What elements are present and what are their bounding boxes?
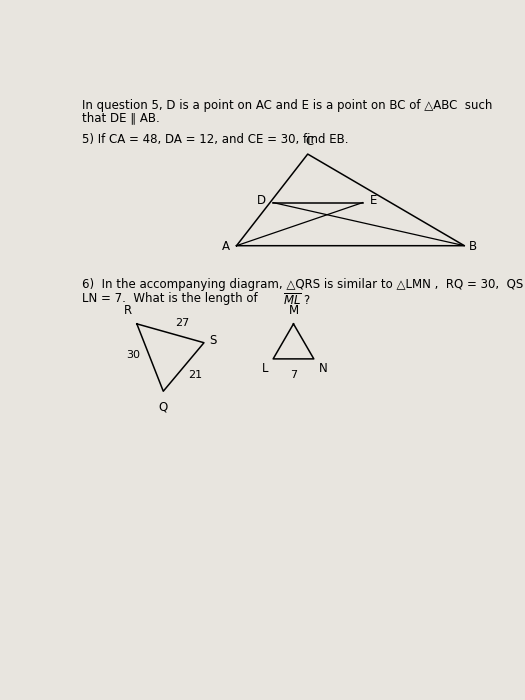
Text: 30: 30	[126, 350, 140, 360]
Text: M: M	[288, 304, 299, 317]
Text: that DE ∥ AB.: that DE ∥ AB.	[82, 111, 160, 124]
Text: N: N	[319, 362, 328, 375]
Text: C: C	[306, 134, 314, 148]
Text: B: B	[468, 240, 477, 253]
Text: R: R	[124, 304, 132, 317]
Text: 5) If CA = 48, DA = 12, and CE = 30, find EB.: 5) If CA = 48, DA = 12, and CE = 30, fin…	[82, 132, 349, 146]
Text: D: D	[257, 194, 266, 207]
Text: 21: 21	[188, 370, 203, 379]
Text: In question 5, D is a point on AC and E is a point on BC of △ABC  such: In question 5, D is a point on AC and E …	[82, 99, 492, 112]
Text: A: A	[222, 240, 230, 253]
Text: S: S	[209, 333, 216, 346]
Text: E: E	[370, 194, 377, 207]
Text: $\overline{ML}$ ?: $\overline{ML}$ ?	[284, 292, 311, 308]
Text: 7: 7	[290, 370, 297, 379]
Text: Q: Q	[159, 401, 168, 414]
Text: 27: 27	[175, 318, 190, 328]
Text: L: L	[262, 362, 268, 375]
Text: LN = 7.  What is the length of: LN = 7. What is the length of	[82, 292, 261, 305]
Text: 6)  In the accompanying diagram, △QRS is similar to △LMN ,  RQ = 30,  QS = 21,  : 6) In the accompanying diagram, △QRS is …	[82, 278, 525, 291]
